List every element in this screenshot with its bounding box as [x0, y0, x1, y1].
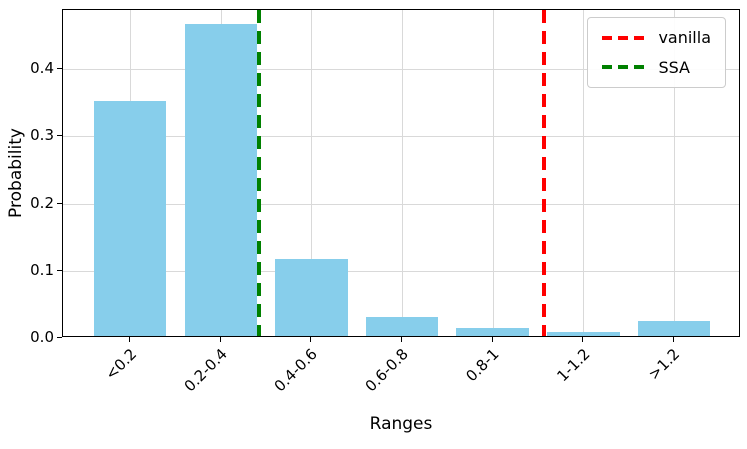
- x-axis-tick: [219, 337, 221, 342]
- x-axis-tick: [401, 337, 402, 342]
- h-gridline: [63, 136, 739, 138]
- x-axis-tick: [129, 337, 131, 342]
- y-tick-label: 0.4: [30, 59, 54, 78]
- x-axis-tick: [582, 337, 584, 342]
- y-axis-tick: [57, 269, 62, 271]
- v-gridline: [402, 10, 403, 336]
- bar: [456, 327, 529, 336]
- legend-ssa-line-sample: [602, 65, 647, 70]
- h-gridline: [63, 270, 739, 272]
- y-tick-label: 0.3: [30, 126, 54, 145]
- v-gridline: [673, 10, 675, 336]
- x-tick-label: 0.2-0.4: [180, 345, 231, 396]
- y-axis-tick: [57, 135, 62, 137]
- bar: [365, 317, 439, 336]
- y-axis-tick: [57, 68, 62, 70]
- legend-entry: vanilla: [602, 29, 711, 47]
- v-gridline: [311, 10, 313, 336]
- v-gridline: [492, 10, 494, 336]
- y-axis-tick: [57, 337, 62, 338]
- x-tick-label: 0.6-0.8: [361, 345, 412, 396]
- y-tick-label: 0.2: [30, 193, 54, 212]
- x-axis-label: Ranges: [369, 414, 433, 434]
- x-tick-label: 1-1.2: [552, 345, 594, 386]
- y-tick-label: 0.1: [30, 260, 54, 279]
- x-tick-label: 0.8-1: [462, 345, 503, 386]
- x-axis-tick: [672, 337, 674, 342]
- y-axis-tick: [57, 202, 62, 204]
- bar: [637, 321, 711, 336]
- bar: [547, 332, 620, 336]
- x-tick-label: <0.2: [101, 345, 140, 384]
- x-axis-tick: [310, 337, 312, 342]
- bar: [184, 23, 257, 336]
- legend-label: SSA: [658, 57, 690, 77]
- x-axis-tick: [491, 337, 493, 342]
- legend-vanilla-line-sample: [602, 35, 647, 40]
- vanilla-reference-line: [542, 10, 547, 336]
- h-gridline: [63, 203, 739, 205]
- bar: [275, 258, 348, 336]
- ssa-reference-line: [256, 10, 261, 336]
- x-tick-label: 0.4-0.6: [270, 345, 322, 396]
- v-gridline: [583, 10, 585, 336]
- legend-label: vanilla: [658, 28, 711, 47]
- legend-entry: SSA: [602, 57, 711, 77]
- y-tick-label: 0.0: [30, 328, 54, 346]
- x-tick-label: >1.2: [645, 345, 684, 384]
- bar: [93, 100, 167, 336]
- legend: vanilla SSA: [587, 17, 726, 89]
- h-gridline: [63, 69, 739, 71]
